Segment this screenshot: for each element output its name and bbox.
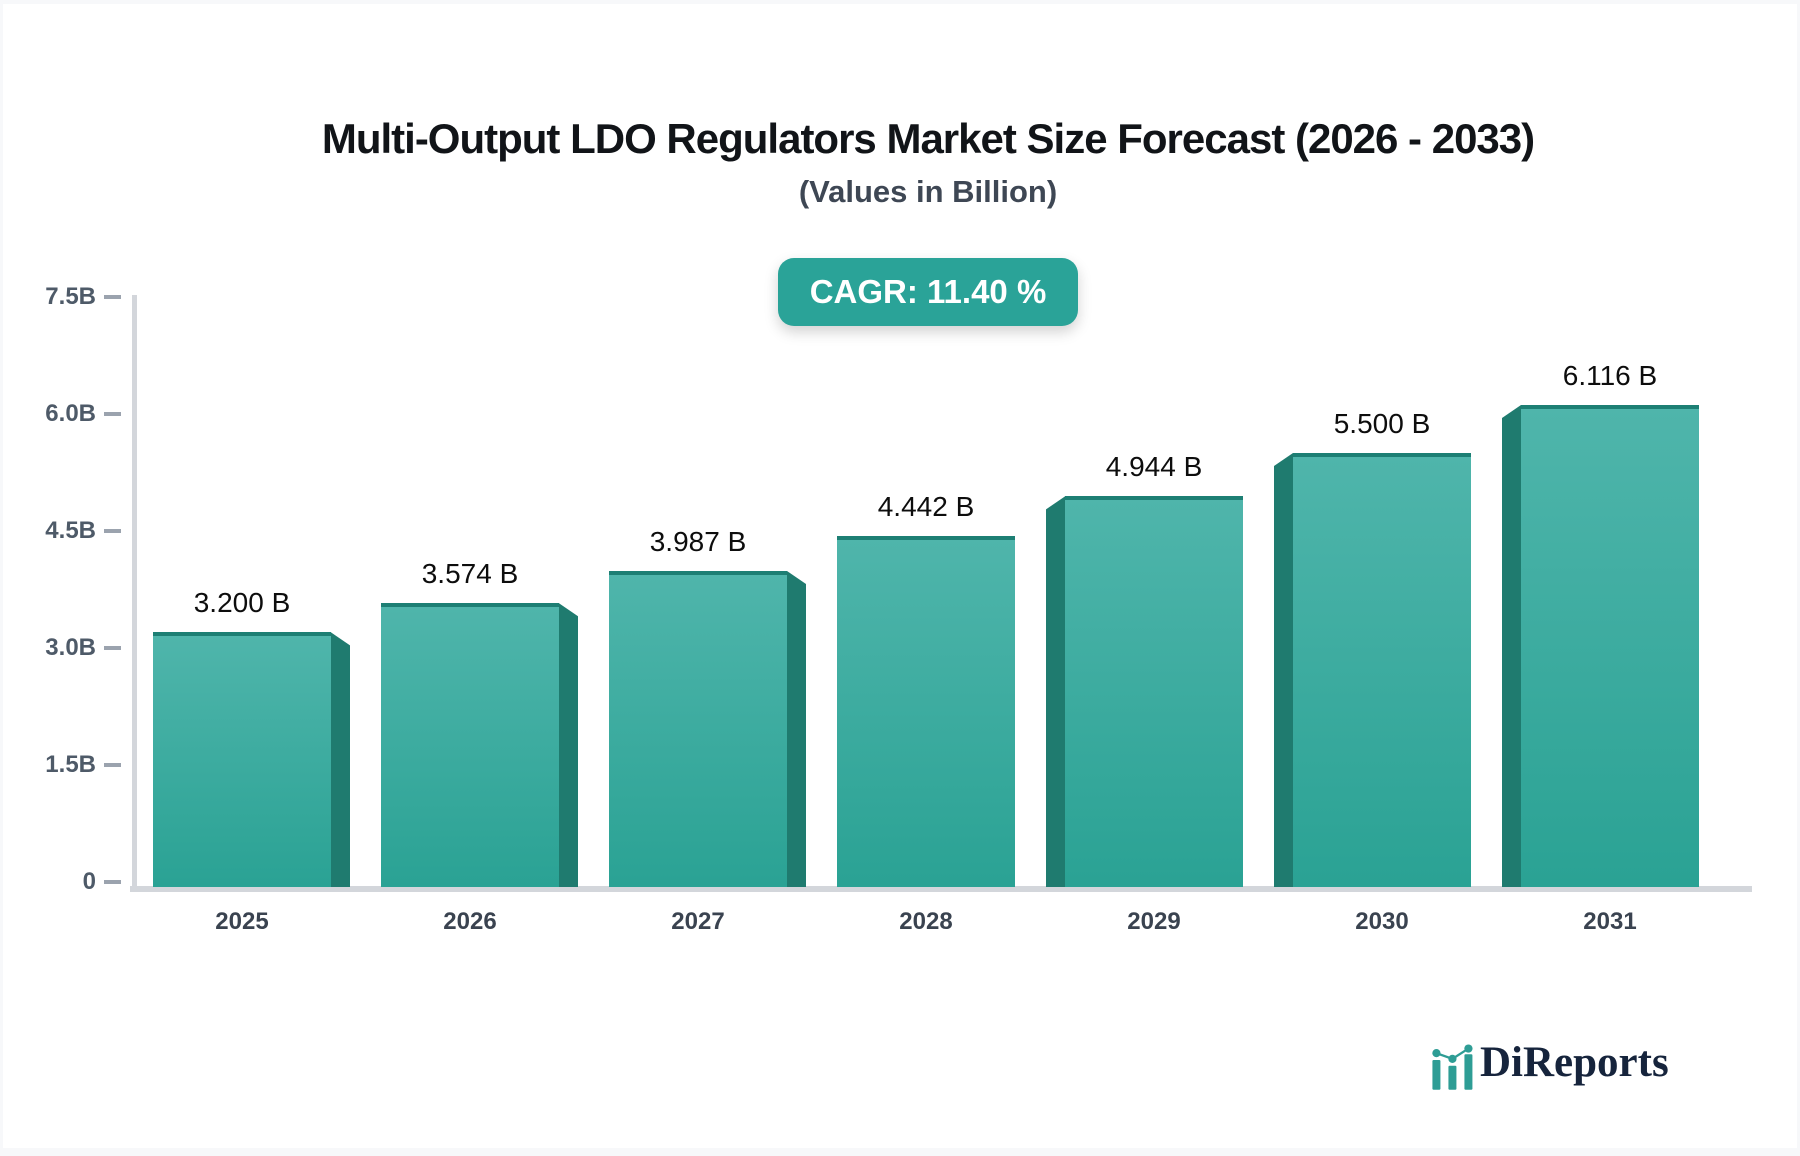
y-axis-tick-label: 3.0B xyxy=(45,634,96,661)
logo-chart-icon xyxy=(1432,1044,1473,1090)
bar xyxy=(609,571,787,887)
page-title: Multi-Output LDO Regulators Market Size … xyxy=(321,115,1535,162)
bar xyxy=(381,603,559,887)
logo-text: DiReports xyxy=(1480,1039,1669,1086)
bar-3d-side xyxy=(787,571,806,887)
y-axis-tick-dash xyxy=(104,763,121,767)
bar-value-label: 3.574 B xyxy=(421,558,519,590)
y-axis-tick-dash xyxy=(104,529,121,533)
bar xyxy=(153,632,331,887)
bar-value-label: 4.442 B xyxy=(877,490,975,522)
y-axis-tick-label: 6.0B xyxy=(45,400,96,427)
bar xyxy=(1065,496,1243,887)
x-axis-label: 2026 xyxy=(443,908,497,935)
bar-3d-side xyxy=(1046,496,1065,887)
cagr-badge: CAGR: 11.40 % xyxy=(777,258,1079,326)
bar-value-label: 3.200 B xyxy=(193,587,291,619)
bar-value-label: 3.987 B xyxy=(649,526,747,557)
y-axis-tick-label: 0 xyxy=(82,868,96,895)
y-axis-tick-label: 7.5B xyxy=(45,283,96,310)
bar-chart: 0 1.5B 3.0B 4.5B 6.0B 7.5B 3.200 B 2025 3.574 B 2… xyxy=(3,4,1797,1148)
bar-3d-side xyxy=(1274,453,1293,887)
x-axis-label: 2025 xyxy=(215,908,269,935)
cagr-badge-row: CAGR: 11.40 % xyxy=(3,258,1800,326)
y-axis-tick-dash xyxy=(104,295,121,299)
chart-subtitle: (Values in Billion) xyxy=(798,174,1058,209)
bar-3d-side xyxy=(1502,404,1521,887)
bar-value-label: 4.944 B xyxy=(1105,451,1203,483)
x-axis-label: 2030 xyxy=(1355,908,1409,935)
y-axis-tick-label: 4.5B xyxy=(45,517,96,544)
y-axis-line xyxy=(132,295,137,892)
bar-value-label: 5.500 B xyxy=(1333,408,1431,439)
x-axis-label: 2027 xyxy=(671,908,725,935)
y-axis-tick-dash xyxy=(104,646,121,650)
x-axis-line xyxy=(130,886,1752,892)
bar-3d-side xyxy=(559,603,578,887)
bar-3d-side xyxy=(331,632,350,887)
y-axis-tick-label: 1.5B xyxy=(45,751,96,778)
x-axis-label: 2028 xyxy=(899,908,953,935)
chart-card: Multi-Output LDO Regulators Market Size … xyxy=(3,4,1797,1148)
x-axis-label: 2031 xyxy=(1583,908,1637,935)
bar xyxy=(1521,404,1699,887)
y-axis-tick-dash xyxy=(104,412,121,416)
y-axis-tick-dash xyxy=(104,880,121,884)
bar xyxy=(837,535,1015,887)
direports-logo: DiReports xyxy=(1431,1038,1669,1092)
bar xyxy=(1293,453,1471,887)
bar-value-label: 6.116 B xyxy=(1562,359,1658,391)
x-axis-label: 2029 xyxy=(1127,908,1181,935)
